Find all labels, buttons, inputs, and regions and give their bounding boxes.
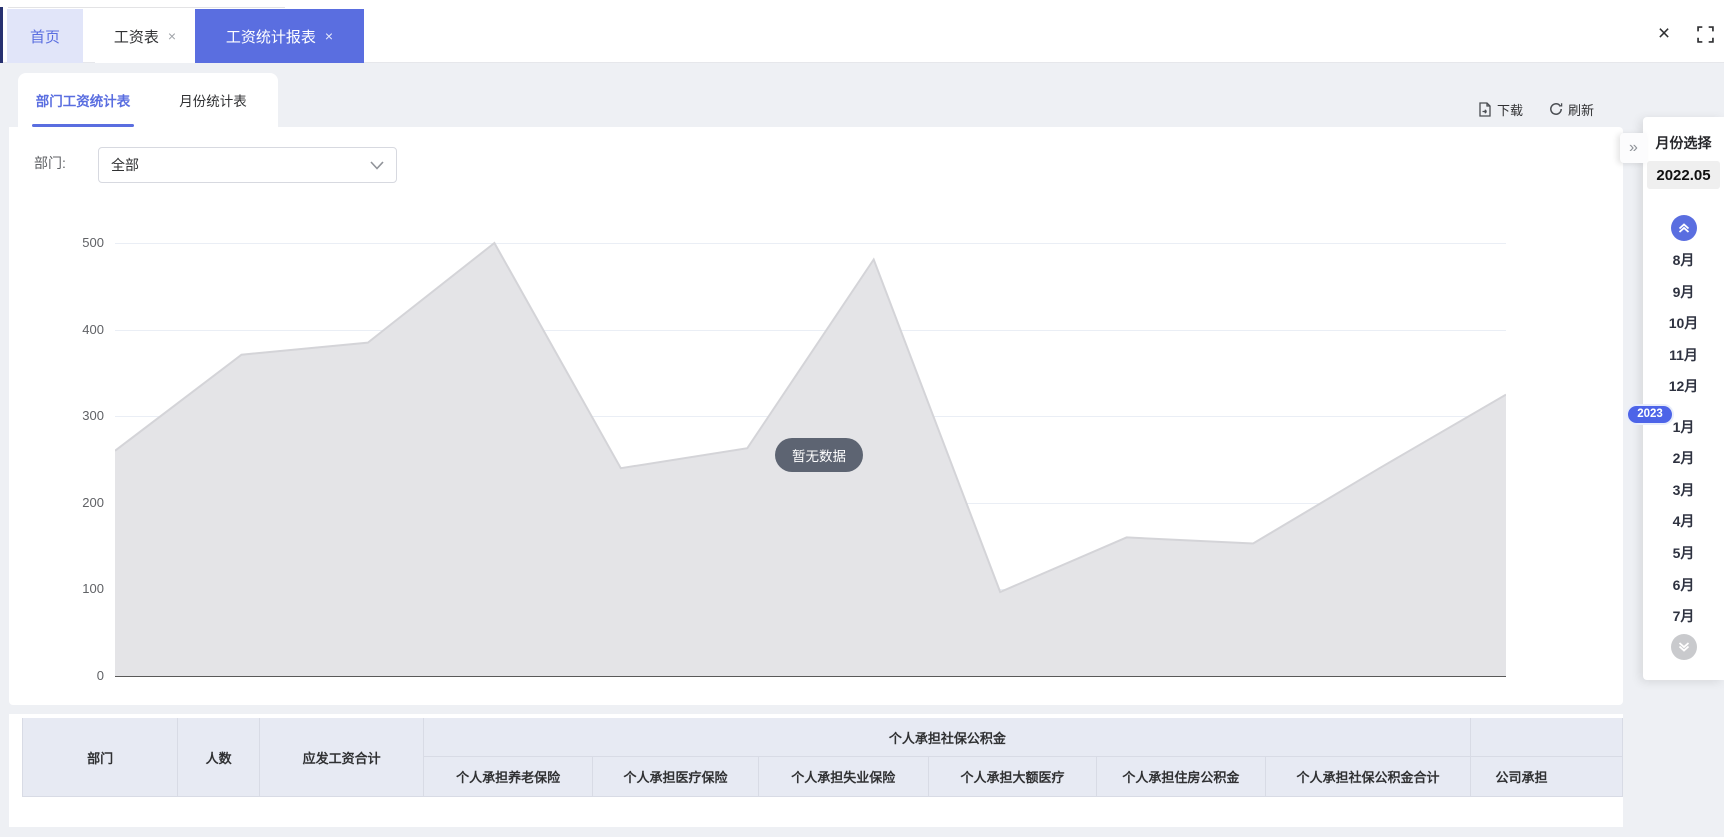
tab-salary-label: 工资表 [113, 28, 159, 46]
month-item[interactable]: 11月 [1669, 347, 1698, 363]
refresh-icon [1550, 103, 1563, 115]
download-icon [1479, 101, 1491, 117]
month-item[interactable]: 5月 [1672, 545, 1695, 561]
col-header-gross-total: 应发工资合计 [259, 718, 425, 797]
month-item[interactable]: 9月 [1672, 284, 1695, 300]
active-tab-underline [32, 124, 134, 127]
col-header-major-medical: 个人承担大额医疗 [928, 756, 1098, 797]
top-tab-bar: 首页 工资表 × 工资统计报表 × × [0, 0, 1724, 63]
col-header-housing-fund: 个人承担住房公积金 [1096, 756, 1266, 797]
table-card: 部门 人数 应发工资合计 个人承担社保公积金 个人承担养老保险 个人承担医疗保险… [9, 714, 1623, 827]
tab-label: 月份统计表 [179, 94, 247, 109]
col-header-headcount: 人数 [177, 718, 261, 797]
y-axis-tick: 400 [82, 321, 104, 337]
department-select[interactable]: 全部 [98, 147, 397, 183]
group-header-personal: 个人承担社保公积金 [423, 718, 1472, 757]
double-chevron-up-icon [1678, 223, 1689, 233]
panel-collapse-icon[interactable]: » [1620, 133, 1647, 163]
tab-home-label: 首页 [29, 28, 60, 46]
close-tab-icon[interactable]: × [324, 28, 334, 44]
col-header-unemployment: 个人承担失业保险 [758, 756, 929, 797]
col-header-company-cut: 公司承担 [1470, 756, 1623, 797]
col-header-department: 部门 [21, 718, 179, 797]
scroll-up-button[interactable] [1670, 215, 1697, 241]
tab-salary-table[interactable]: 工资表 × [95, 9, 195, 63]
month-item[interactable]: 3月 [1672, 482, 1695, 498]
refresh-label: 刷新 [1568, 102, 1595, 118]
tab-home[interactable]: 首页 [7, 9, 83, 63]
no-data-tooltip: 暂无数据 [775, 438, 863, 472]
y-axis-tick: 0 [96, 668, 104, 683]
col-header-personal-total: 个人承担社保公积金合计 [1265, 756, 1472, 797]
gridline [115, 243, 1506, 244]
month-item[interactable]: 12月 [1668, 378, 1699, 394]
department-filter-label: 部门: [34, 155, 66, 171]
report-tabs: 部门工资统计表 月份统计表 [18, 73, 278, 127]
year-badge: 2023 [1626, 404, 1674, 425]
month-item[interactable]: 7月 [1672, 608, 1695, 624]
month-panel: 月份选择 2022.05 8月 9月 10月 11月 12月 1月 2月 3月 … [1643, 117, 1724, 680]
y-axis-tick: 100 [82, 581, 104, 597]
month-item[interactable]: 8月 [1672, 252, 1695, 268]
month-item[interactable]: 10月 [1668, 315, 1699, 331]
close-tab-icon[interactable]: × [167, 28, 177, 44]
tab-salary-report-label: 工资统计报表 [225, 28, 316, 46]
month-item[interactable]: 4月 [1672, 513, 1695, 529]
tab-label: 部门工资统计表 [35, 94, 131, 109]
col-header-medical: 个人承担医疗保险 [592, 756, 760, 797]
selected-month: 2022.05 [1647, 161, 1720, 189]
tab-department-salary-stats[interactable]: 部门工资统计表 [18, 73, 148, 127]
sidebar-edge [0, 7, 3, 63]
download-label: 下载 [1497, 102, 1524, 118]
month-item[interactable]: 1月 [1672, 419, 1695, 435]
refresh-button[interactable]: 刷新 [1549, 100, 1594, 119]
double-chevron-down-icon [1678, 642, 1689, 652]
top-divider [8, 7, 285, 8]
department-select-value: 全部 [111, 157, 139, 173]
download-button[interactable]: 下载 [1478, 100, 1523, 119]
close-icon[interactable]: × [1657, 22, 1671, 45]
month-item[interactable]: 6月 [1672, 577, 1695, 593]
col-header-pension: 个人承担养老保险 [423, 756, 593, 797]
y-axis-tick: 300 [82, 408, 104, 424]
month-panel-title: 月份选择 [1655, 135, 1712, 151]
scroll-down-button[interactable] [1670, 634, 1697, 660]
group-header-company [1470, 718, 1623, 757]
y-axis-tick: 500 [82, 235, 104, 250]
fullscreen-icon[interactable] [1687, 16, 1723, 52]
chevron-down-icon [370, 160, 384, 170]
chart-toolbar: 下载 刷新 [1478, 96, 1594, 122]
gridline [115, 329, 1506, 331]
month-item[interactable]: 2月 [1672, 450, 1695, 466]
y-axis-tick: 200 [82, 494, 104, 510]
tab-month-stats[interactable]: 月份统计表 [148, 73, 278, 127]
tab-salary-report[interactable]: 工资统计报表 × [195, 9, 364, 63]
salary-stats-table: 部门 人数 应发工资合计 个人承担社保公积金 个人承担养老保险 个人承担医疗保险… [21, 718, 1623, 797]
